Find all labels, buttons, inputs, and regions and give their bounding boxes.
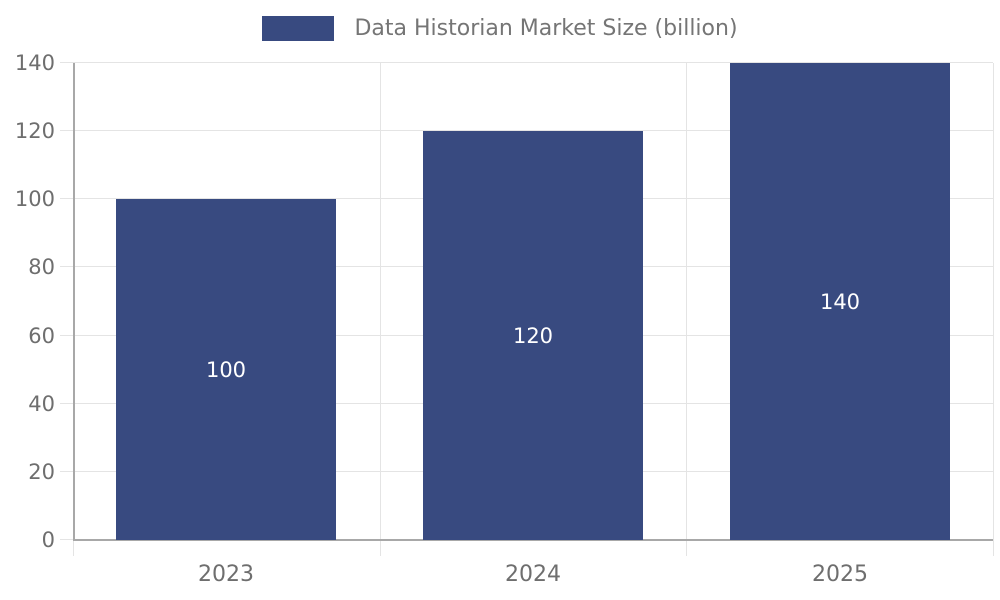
y-tick [60, 539, 73, 540]
x-tick [686, 540, 687, 556]
y-axis-tick-label: 140 [14, 51, 55, 75]
legend-swatch-icon [262, 16, 335, 41]
y-gridline [60, 130, 993, 131]
y-axis-tick-label: 80 [28, 255, 55, 279]
y-axis-line [73, 63, 75, 541]
x-axis-tick-label: 2025 [812, 562, 868, 587]
y-axis-tick-label: 60 [28, 324, 55, 348]
bar-value-label: 140 [819, 290, 861, 314]
bar-2025[interactable] [730, 63, 950, 540]
x-gridline [686, 63, 687, 540]
x-gridline [993, 63, 994, 540]
y-axis-tick-label: 100 [14, 187, 55, 211]
x-gridline [380, 63, 381, 540]
bar-2024[interactable] [423, 131, 643, 540]
bar-value-label: 100 [205, 358, 247, 382]
legend[interactable]: Data Historian Market Size (billion) [0, 16, 1000, 41]
y-axis-tick-label: 0 [41, 528, 55, 552]
x-tick [380, 540, 381, 556]
bar-2023[interactable] [116, 199, 336, 540]
y-axis-tick-label: 120 [14, 119, 55, 143]
x-tick [73, 540, 74, 556]
y-gridline [60, 62, 993, 63]
x-axis-tick-label: 2023 [198, 562, 254, 587]
x-tick [993, 540, 994, 556]
bar-value-label: 120 [512, 324, 554, 348]
y-axis-tick-label: 40 [28, 392, 55, 416]
x-axis-line [73, 539, 993, 541]
legend-label: Data Historian Market Size (billion) [354, 16, 738, 41]
x-axis-tick-label: 2024 [505, 562, 561, 587]
y-axis-tick-label: 20 [28, 460, 55, 484]
